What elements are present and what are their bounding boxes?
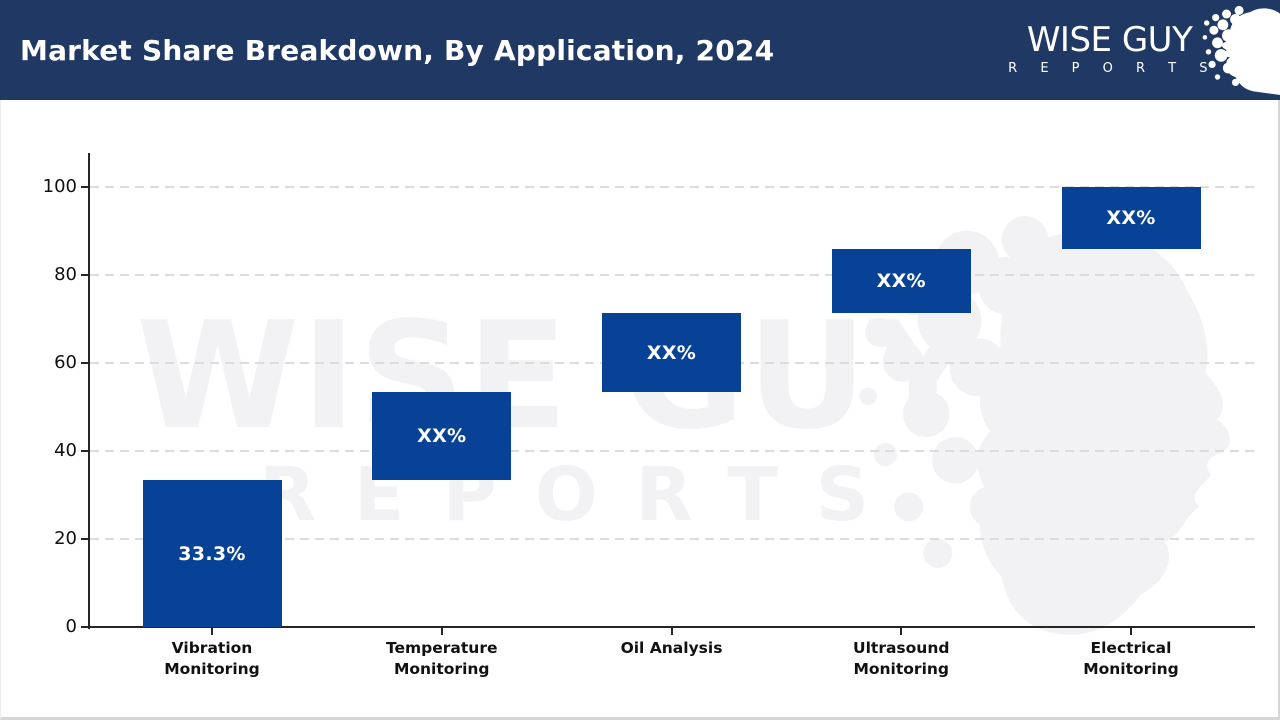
gridline-40 <box>90 450 1254 452</box>
bar-value-label: XX% <box>646 341 697 364</box>
bar-3: XX% <box>602 313 741 393</box>
header: Market Share Breakdown, By Application, … <box>0 0 1280 100</box>
y-tick-60 <box>81 362 89 364</box>
bar-5: XX% <box>1061 187 1201 249</box>
category-label: Oil Analysis <box>620 639 723 657</box>
x-tick-2 <box>440 628 443 635</box>
y-tick-label: 60 <box>54 352 77 373</box>
y-tick-20 <box>81 538 89 540</box>
page-title: Market Share Breakdown, By Application, … <box>20 33 775 67</box>
category-label: Electrical Monitoring <box>1083 639 1179 678</box>
y-tick-label: 40 <box>54 440 77 461</box>
gridline-20 <box>90 538 1254 540</box>
y-tick-80 <box>81 274 89 276</box>
logo: WISE GUY R E P O R T S <box>1008 0 1280 100</box>
bar-value-label: XX% <box>876 269 926 292</box>
bar-value-label: XX% <box>1106 206 1156 229</box>
bar-value-label: XX% <box>417 425 467 448</box>
x-tick-5 <box>1130 628 1132 635</box>
y-tick-label: 20 <box>54 528 77 549</box>
y-tick-100 <box>81 186 89 188</box>
wiseguy-face-icon <box>1202 5 1280 95</box>
x-tick-3 <box>670 628 673 635</box>
x-tick-1 <box>211 628 213 635</box>
category-label: Vibration Monitoring <box>164 639 260 678</box>
gridline-80 <box>90 274 1254 276</box>
y-tick-label: 100 <box>42 176 77 197</box>
bar-value-label: 33.3% <box>178 542 246 565</box>
logo-wordmark-line1: WISE GUY <box>1026 20 1193 60</box>
category-label: Ultrasound Monitoring <box>853 639 950 678</box>
x-axis-line <box>88 626 1255 628</box>
y-tick-40 <box>81 450 89 452</box>
bar-2: XX% <box>372 392 512 481</box>
bar-1: 33.3% <box>142 480 282 627</box>
y-tick-label: 80 <box>54 264 77 285</box>
y-tick-label: 0 <box>65 616 77 637</box>
logo-wordmark: WISE GUY R E P O R T S <box>1002 20 1217 76</box>
x-tick-4 <box>900 628 903 635</box>
category-label: Temperature Monitoring <box>386 639 498 678</box>
y-tick-0 <box>81 626 89 628</box>
y-axis-line <box>88 153 90 629</box>
bar-4: XX% <box>831 248 971 314</box>
gridline-100 <box>90 186 1254 188</box>
logo-wordmark-line2: R E P O R T S <box>1008 61 1217 76</box>
